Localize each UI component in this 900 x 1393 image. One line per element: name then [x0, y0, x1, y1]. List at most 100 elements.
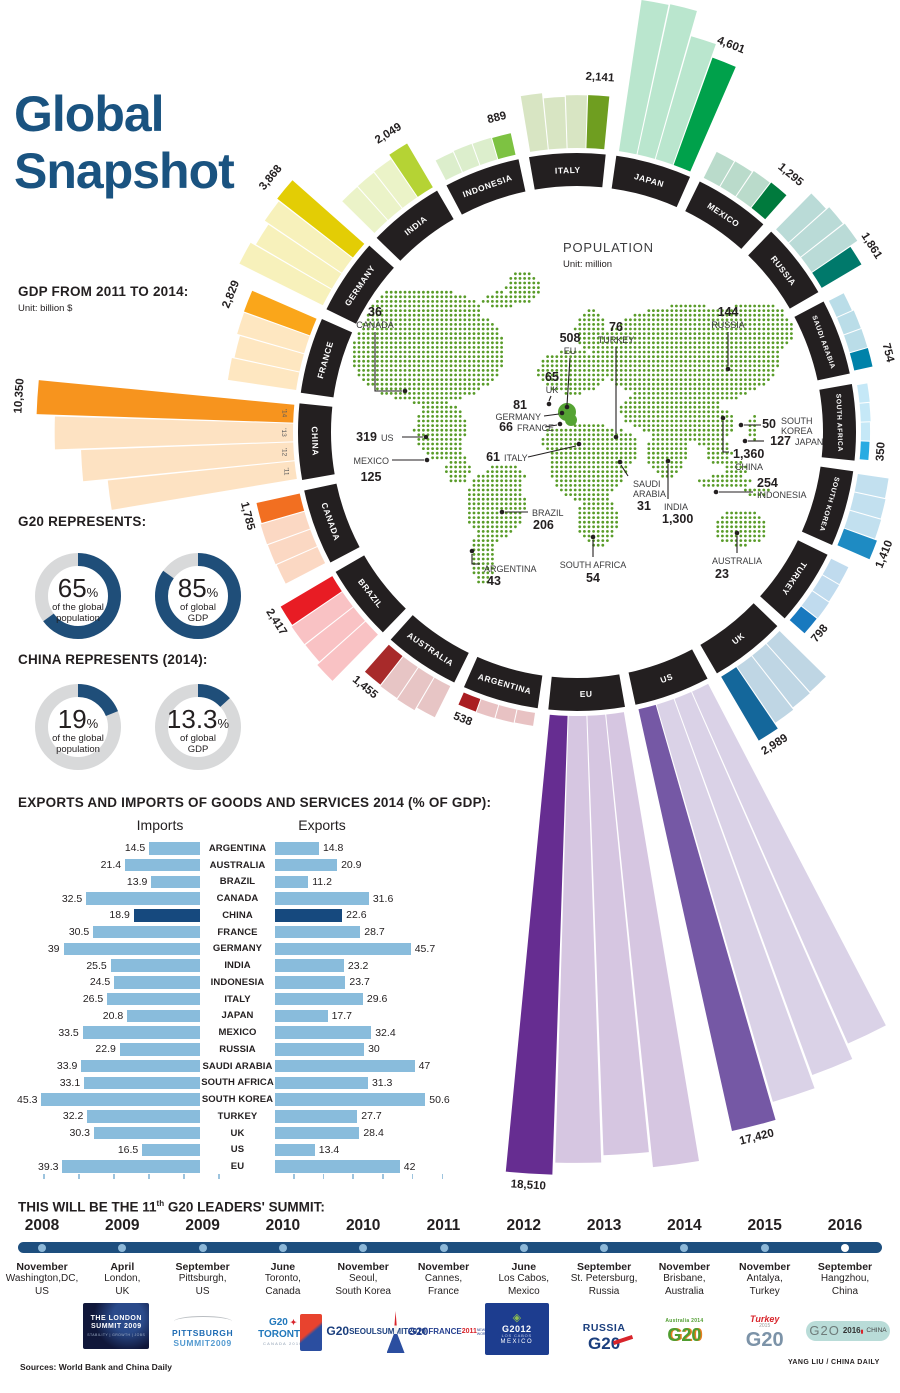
- map-dot: [711, 461, 715, 464]
- map-dot: [661, 364, 664, 368]
- gdp-bar-'13: [472, 137, 498, 165]
- map-dot: [665, 442, 669, 446]
- map-dot: [426, 295, 430, 299]
- map-dot: [730, 530, 733, 533]
- timeline-year: 2009: [105, 1217, 140, 1234]
- map-dot: [435, 410, 439, 414]
- map-dot: [716, 525, 720, 529]
- gdp-bar-'13: [844, 329, 868, 353]
- map-dot: [385, 350, 388, 354]
- map-dot: [633, 336, 637, 340]
- map-dot: [472, 313, 476, 317]
- logo-text: CHINA: [866, 1327, 887, 1335]
- map-dot: [555, 438, 559, 441]
- map-dot: [583, 387, 586, 391]
- map-dot: [546, 373, 549, 377]
- map-dot: [504, 516, 508, 519]
- map-dot: [716, 442, 720, 446]
- map-dot: [698, 433, 701, 437]
- map-dot: [748, 428, 752, 432]
- map-dot: [716, 461, 720, 464]
- map-dot: [587, 461, 591, 464]
- map-dot: [509, 474, 513, 478]
- map-dot: [564, 359, 568, 363]
- map-dot: [583, 373, 586, 377]
- map-dot: [734, 474, 738, 478]
- map-dot: [500, 488, 503, 492]
- map-dot: [468, 470, 471, 473]
- import-bar: [133, 909, 200, 922]
- map-dot: [652, 461, 655, 464]
- map-dot: [481, 511, 485, 515]
- map-dot: [606, 350, 609, 354]
- map-dot: [757, 530, 761, 533]
- map-dot: [357, 373, 361, 377]
- map-dot: [449, 318, 453, 322]
- map-dot: [366, 332, 370, 335]
- trade-row-turkey: 32.2 TURKEY 27.7: [18, 1108, 488, 1125]
- map-dot: [707, 327, 710, 331]
- map-dot: [412, 378, 416, 381]
- map-dot: [661, 401, 664, 404]
- map-dot: [693, 359, 697, 363]
- map-dot: [601, 428, 605, 432]
- callout-line: [527, 445, 577, 458]
- map-dot: [477, 341, 480, 345]
- map-dot: [721, 378, 724, 381]
- logo-text: Australia 2014: [665, 1317, 704, 1324]
- map-dot: [578, 387, 582, 391]
- map-dot: [601, 332, 605, 335]
- map-dot: [463, 300, 467, 303]
- map-dot: [583, 461, 586, 464]
- map-dot: [380, 300, 384, 303]
- map-dot: [495, 332, 499, 335]
- map-dot: [734, 304, 738, 308]
- map-dot: [495, 525, 499, 529]
- map-dot: [757, 355, 761, 358]
- map-dot: [716, 323, 720, 326]
- trade-row-south-africa: 33.1 SOUTH AFRICA 31.3: [18, 1075, 488, 1092]
- map-dot: [665, 387, 669, 391]
- map-dot: [675, 470, 678, 473]
- map-dot: [601, 447, 605, 450]
- map-dot: [486, 520, 490, 524]
- map-dot: [504, 520, 508, 524]
- map-dot: [587, 327, 591, 331]
- callout-dot: [742, 438, 748, 444]
- map-dot: [481, 484, 485, 487]
- map-dot: [624, 456, 628, 460]
- map-dot: [790, 336, 793, 340]
- map-dot: [596, 447, 600, 450]
- callout-dot: [734, 530, 740, 536]
- map-dot: [445, 336, 448, 340]
- map-dot: [389, 350, 393, 354]
- map-dot: [633, 332, 637, 335]
- import-value: 32.2: [62, 1110, 84, 1123]
- export-bar: [275, 1093, 426, 1106]
- map-dot: [610, 442, 614, 446]
- map-dot: [454, 456, 457, 460]
- map-dot: [610, 516, 614, 519]
- map-dot: [578, 511, 582, 515]
- import-value: 39: [47, 942, 60, 955]
- map-dot: [491, 373, 494, 377]
- map-dot: [458, 433, 462, 437]
- map-dot: [624, 415, 628, 418]
- map-dot: [422, 290, 425, 294]
- population-country: RUSSIA: [711, 320, 745, 330]
- map-dot: [555, 382, 559, 386]
- gdp-bar-'13: [264, 201, 353, 273]
- map-dot: [757, 378, 761, 381]
- map-dot: [601, 433, 605, 437]
- map-dot: [707, 438, 710, 441]
- map-dot: [748, 359, 752, 363]
- map-dot: [394, 336, 398, 340]
- gdp-bar-'12: [397, 667, 434, 711]
- map-dot: [721, 332, 724, 335]
- map-dot: [564, 465, 568, 469]
- map-dot: [431, 405, 434, 409]
- map-dot: [468, 387, 471, 391]
- map-dot: [408, 300, 411, 303]
